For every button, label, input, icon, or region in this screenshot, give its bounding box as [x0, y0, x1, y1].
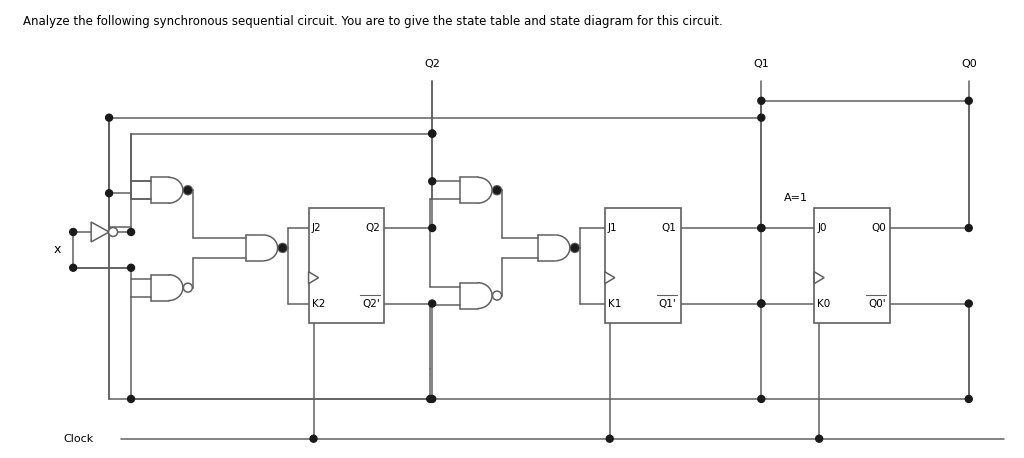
Circle shape [493, 186, 502, 195]
Text: K0: K0 [817, 299, 830, 309]
Text: Q2': Q2' [362, 299, 380, 309]
Text: A=1: A=1 [784, 193, 808, 203]
Circle shape [571, 245, 579, 251]
Polygon shape [605, 272, 614, 284]
Circle shape [758, 396, 765, 403]
Text: J1: J1 [607, 223, 617, 233]
Circle shape [184, 187, 191, 194]
Text: K2: K2 [311, 299, 325, 309]
Polygon shape [814, 272, 824, 284]
Text: J2: J2 [311, 223, 322, 233]
Circle shape [966, 300, 972, 307]
Text: J0: J0 [817, 223, 826, 233]
Bar [814, 208, 890, 323]
Circle shape [758, 224, 765, 231]
Circle shape [429, 396, 435, 403]
Circle shape [966, 97, 972, 104]
Circle shape [429, 130, 435, 137]
Polygon shape [91, 222, 110, 242]
Circle shape [758, 300, 765, 307]
Circle shape [816, 435, 822, 442]
Circle shape [429, 130, 435, 137]
Circle shape [570, 243, 580, 252]
Circle shape [966, 224, 972, 231]
Circle shape [109, 228, 118, 236]
Text: Q2: Q2 [366, 223, 380, 233]
Circle shape [128, 229, 134, 235]
Text: Q0': Q0' [868, 299, 886, 309]
Circle shape [70, 264, 77, 271]
Bar [605, 208, 681, 323]
Circle shape [758, 97, 765, 104]
Circle shape [105, 114, 113, 121]
Text: Q0: Q0 [871, 223, 886, 233]
Circle shape [429, 224, 435, 231]
Text: Q1': Q1' [658, 299, 677, 309]
Circle shape [279, 243, 287, 252]
Circle shape [105, 190, 113, 196]
Text: Q0: Q0 [961, 59, 977, 69]
Circle shape [758, 300, 765, 307]
Text: K1: K1 [607, 299, 622, 309]
Circle shape [758, 114, 765, 121]
Polygon shape [308, 272, 318, 284]
Text: Q1: Q1 [754, 59, 769, 69]
Circle shape [183, 186, 193, 195]
Circle shape [429, 300, 435, 307]
Circle shape [183, 283, 193, 292]
Text: Q2: Q2 [424, 59, 440, 69]
Circle shape [427, 396, 434, 403]
Text: x: x [54, 243, 61, 256]
Circle shape [280, 245, 286, 251]
Circle shape [128, 264, 134, 271]
Circle shape [606, 435, 613, 442]
Circle shape [310, 435, 317, 442]
Text: Clock: Clock [63, 434, 93, 444]
Circle shape [758, 224, 765, 231]
Circle shape [494, 187, 501, 194]
Circle shape [966, 396, 972, 403]
Text: Analyze the following synchronous sequential circuit. You are to give the state : Analyze the following synchronous sequen… [24, 15, 723, 28]
Circle shape [429, 178, 435, 185]
Text: Q1: Q1 [662, 223, 677, 233]
Circle shape [493, 291, 502, 300]
Circle shape [128, 396, 134, 403]
Bar [308, 208, 384, 323]
Circle shape [70, 229, 77, 235]
